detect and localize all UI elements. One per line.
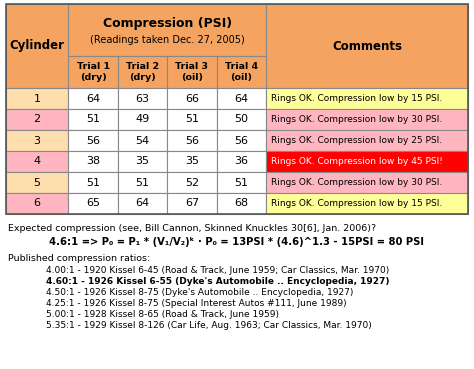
Text: 51: 51: [185, 114, 199, 124]
Text: 67: 67: [185, 199, 199, 208]
Text: Rings OK. Compression low by 30 PSI.: Rings OK. Compression low by 30 PSI.: [271, 178, 442, 187]
Bar: [266, 88, 468, 109]
Bar: [266, 193, 468, 214]
Bar: [6, 172, 68, 193]
Text: Rings OK. Compression low by 45 PSI!: Rings OK. Compression low by 45 PSI!: [271, 157, 443, 166]
Text: Trial 2
(dry): Trial 2 (dry): [126, 62, 159, 82]
Bar: [266, 4, 468, 88]
Text: 4.50:1 - 1926 Kissel 8-75 (Dyke's Automobile .. Encyclopedia, 1927): 4.50:1 - 1926 Kissel 8-75 (Dyke's Automo…: [46, 288, 354, 297]
Text: 4: 4: [34, 156, 41, 166]
Bar: [118, 56, 167, 88]
Bar: [68, 193, 118, 214]
Text: 5.35:1 - 1929 Kissel 8-126 (Car Life, Aug. 1963; Car Classics, Mar. 1970): 5.35:1 - 1929 Kissel 8-126 (Car Life, Au…: [46, 321, 372, 330]
Text: Compression (PSI): Compression (PSI): [103, 17, 232, 30]
Text: 35: 35: [185, 156, 199, 166]
Bar: [118, 151, 167, 172]
Text: Cylinder: Cylinder: [9, 39, 64, 52]
Bar: [68, 151, 118, 172]
Text: 50: 50: [234, 114, 248, 124]
Bar: [266, 109, 468, 130]
Text: 51: 51: [86, 177, 100, 187]
Text: 6: 6: [34, 199, 41, 208]
Text: 1: 1: [34, 93, 41, 103]
Bar: [6, 151, 68, 172]
Text: Rings OK. Compression low by 15 PSI.: Rings OK. Compression low by 15 PSI.: [271, 199, 442, 208]
Text: Rings OK. Compression low by 25 PSI.: Rings OK. Compression low by 25 PSI.: [271, 136, 442, 145]
Text: Comments: Comments: [332, 39, 402, 52]
Text: 51: 51: [136, 177, 149, 187]
Bar: [68, 56, 118, 88]
Bar: [6, 193, 68, 214]
Bar: [118, 109, 167, 130]
Bar: [266, 130, 468, 151]
Text: Trial 3
(oil): Trial 3 (oil): [175, 62, 209, 82]
Text: 56: 56: [234, 135, 248, 145]
Text: 51: 51: [234, 177, 248, 187]
Text: 64: 64: [136, 199, 150, 208]
Bar: [167, 56, 217, 88]
Bar: [6, 130, 68, 151]
Text: 66: 66: [185, 93, 199, 103]
Text: 4.60:1 - 1926 Kissel 6-55 (Dyke's Automobile .. Encyclopedia, 1927): 4.60:1 - 1926 Kissel 6-55 (Dyke's Automo…: [46, 277, 390, 286]
Bar: [167, 193, 217, 214]
Text: 65: 65: [86, 199, 100, 208]
Bar: [266, 172, 468, 193]
Bar: [217, 193, 266, 214]
Bar: [68, 4, 266, 56]
Text: 38: 38: [86, 156, 100, 166]
Bar: [68, 130, 118, 151]
Bar: [6, 109, 68, 130]
Bar: [6, 4, 68, 88]
Bar: [167, 88, 217, 109]
Text: Expected compression (see, Bill Cannon, Skinned Knuckles 30[6], Jan. 2006)?: Expected compression (see, Bill Cannon, …: [8, 224, 376, 233]
Bar: [167, 172, 217, 193]
Bar: [217, 172, 266, 193]
Bar: [217, 151, 266, 172]
Text: 5.00:1 - 1928 Kissel 8-65 (Road & Track, June 1959): 5.00:1 - 1928 Kissel 8-65 (Road & Track,…: [46, 310, 279, 319]
Text: (Readings taken Dec. 27, 2005): (Readings taken Dec. 27, 2005): [90, 35, 245, 45]
Bar: [118, 130, 167, 151]
Text: 64: 64: [86, 93, 100, 103]
Text: 35: 35: [136, 156, 149, 166]
Text: 56: 56: [86, 135, 100, 145]
Bar: [217, 109, 266, 130]
Bar: [167, 151, 217, 172]
Bar: [68, 88, 118, 109]
Text: 2: 2: [34, 114, 41, 124]
Bar: [217, 88, 266, 109]
Text: Rings OK. Compression low by 15 PSI.: Rings OK. Compression low by 15 PSI.: [271, 94, 442, 103]
Bar: [118, 88, 167, 109]
Bar: [167, 109, 217, 130]
Bar: [266, 151, 468, 172]
Text: 64: 64: [234, 93, 248, 103]
Text: 51: 51: [86, 114, 100, 124]
Text: 3: 3: [34, 135, 41, 145]
Text: 4.25:1 - 1926 Kissel 8-75 (Special Interest Autos #111, June 1989): 4.25:1 - 1926 Kissel 8-75 (Special Inter…: [46, 299, 346, 308]
Text: 36: 36: [234, 156, 248, 166]
Text: 68: 68: [234, 199, 248, 208]
Bar: [68, 172, 118, 193]
Bar: [68, 109, 118, 130]
Bar: [6, 88, 68, 109]
Text: 52: 52: [185, 177, 199, 187]
Bar: [217, 56, 266, 88]
Bar: [217, 130, 266, 151]
Bar: [167, 130, 217, 151]
Text: 4.00:1 - 1920 Kissel 6-45 (Road & Track, June 1959; Car Classics, Mar. 1970): 4.00:1 - 1920 Kissel 6-45 (Road & Track,…: [46, 266, 389, 275]
Text: 49: 49: [136, 114, 150, 124]
Bar: [6, 4, 468, 214]
Text: 54: 54: [136, 135, 150, 145]
Bar: [118, 172, 167, 193]
Text: 4.6:1 => P₀ = P₁ * (V₁/V₂)ᵏ · P₀ = 13PSI * (4.6)^1.3 - 15PSI = 80 PSI: 4.6:1 => P₀ = P₁ * (V₁/V₂)ᵏ · P₀ = 13PSI…: [49, 237, 425, 247]
Text: Trial 4
(oil): Trial 4 (oil): [225, 62, 258, 82]
Text: 63: 63: [136, 93, 149, 103]
Text: 5: 5: [34, 177, 41, 187]
Bar: [118, 193, 167, 214]
Text: 56: 56: [185, 135, 199, 145]
Text: Published compression ratios:: Published compression ratios:: [8, 254, 150, 263]
Text: Rings OK. Compression low by 30 PSI.: Rings OK. Compression low by 30 PSI.: [271, 115, 442, 124]
Text: Trial 1
(dry): Trial 1 (dry): [76, 62, 109, 82]
